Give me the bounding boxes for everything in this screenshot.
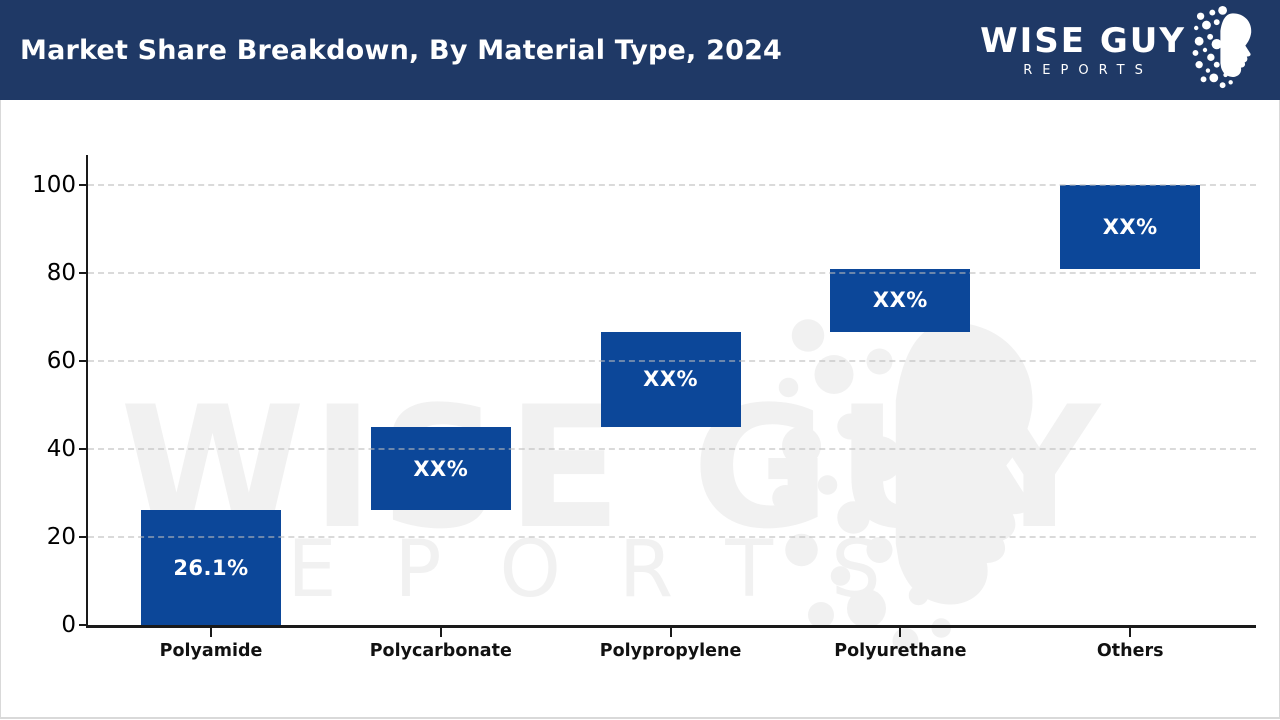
wiseguy-logo: WISE GUY REPORTS (980, 6, 1266, 94)
y-tick-label-80: 80 (46, 260, 76, 286)
x-tick-mark-others (1129, 628, 1132, 637)
gridline-20 (88, 536, 1256, 538)
y-tick-mark-40 (79, 448, 88, 450)
gridline-60 (88, 360, 1256, 362)
x-tick-mark-polyamide (210, 628, 212, 637)
gridline-100 (88, 184, 1256, 186)
x-category-label-polyurethane: Polyurethane (834, 641, 967, 661)
x-category-label-others: Others (1096, 641, 1164, 661)
left-rule (0, 100, 1, 718)
bar-polyamide: 26.1% (141, 510, 281, 625)
y-tick-mark-100 (79, 184, 88, 186)
y-tick-label-20: 20 (46, 524, 76, 550)
x-axis-line (86, 625, 1256, 628)
x-category-label-polypropylene: Polypropylene (599, 641, 742, 661)
x-tick-mark-polypropylene (669, 628, 672, 637)
gridline-80 (88, 272, 1256, 274)
x-category-label-polycarbonate: Polycarbonate (369, 641, 512, 661)
gridline-40 (88, 448, 1256, 450)
x-category-label-polyamide: Polyamide (159, 641, 263, 661)
wiseguy-face-icon (1192, 6, 1252, 89)
x-tick-mark-polycarbonate (439, 628, 442, 637)
y-tick-label-0: 0 (61, 612, 76, 638)
watermark-subtitle: REPORTS (175, 525, 939, 615)
bottom-rule (0, 717, 1280, 719)
wiseguy-logo-text: WISE GUY REPORTS (980, 24, 1186, 77)
header-bar: Market Share Breakdown, By Material Type… (0, 0, 1280, 100)
logo-wordmark: WISE GUY (980, 20, 1186, 61)
bar-others: XX% (1060, 185, 1201, 270)
x-tick-mark-polyurethane (899, 628, 902, 637)
y-tick-label-100: 100 (32, 172, 76, 198)
y-tick-mark-60 (79, 360, 88, 362)
bar-value-label: XX% (643, 367, 699, 392)
y-tick-mark-80 (79, 272, 88, 274)
y-tick-label-60: 60 (46, 348, 76, 374)
bar-polycarbonate: XX% (370, 427, 511, 511)
y-axis-line (86, 155, 88, 628)
y-tick-label-40: 40 (46, 436, 76, 462)
bar-value-label: XX% (872, 288, 928, 313)
bar-value-label: XX% (1102, 215, 1158, 240)
page-title: Market Share Breakdown, By Material Type… (20, 34, 783, 66)
y-tick-mark-20 (79, 536, 88, 538)
logo-subtitle: REPORTS (1023, 62, 1153, 78)
bar-value-label: XX% (413, 456, 469, 481)
bar-polypropylene: XX% (600, 331, 741, 427)
bar-polyurethane: XX% (830, 269, 971, 332)
watermark-face-icon (772, 290, 1033, 654)
bar-value-label: 26.1% (173, 555, 249, 580)
y-tick-mark-0 (79, 624, 88, 626)
